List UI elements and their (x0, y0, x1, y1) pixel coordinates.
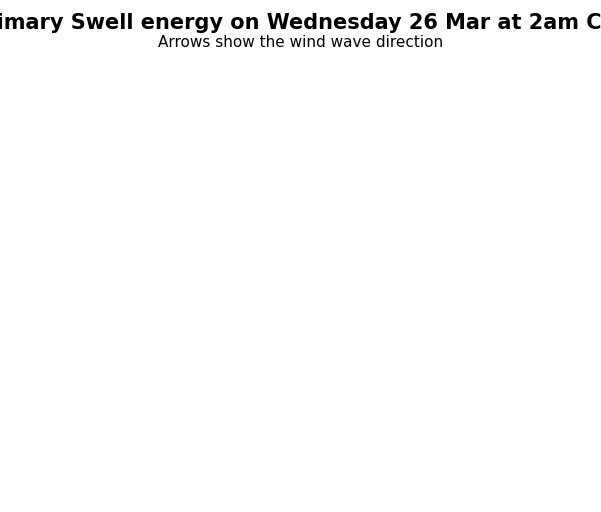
Text: Arrows show the wind wave direction: Arrows show the wind wave direction (158, 35, 443, 50)
Text: Primary Swell energy on Wednesday 26 Mar at 2am CAT: Primary Swell energy on Wednesday 26 Mar… (0, 13, 601, 33)
